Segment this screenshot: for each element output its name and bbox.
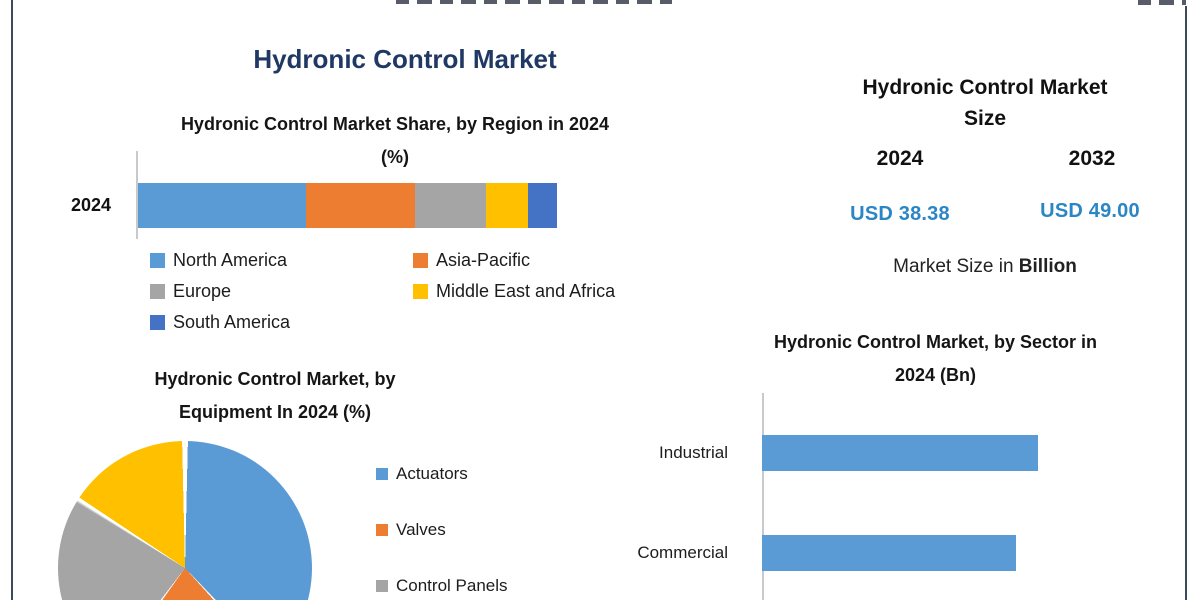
- sector-bar-industrial: [762, 435, 1038, 471]
- legend-item: Control Panels: [376, 574, 586, 598]
- pie-chart-title: Hydronic Control Market, by Equipment In…: [154, 369, 396, 422]
- region-chart-category-label: 2024: [70, 195, 112, 215]
- region-bar-segment: [527, 183, 557, 228]
- sector-bar-commercial: [762, 535, 1016, 571]
- legend-label: Europe: [173, 280, 232, 301]
- sector-category-label: Industrial: [659, 443, 728, 462]
- legend-label: South America: [173, 311, 291, 332]
- market-size-note: Market Size in Billion: [835, 256, 1135, 278]
- region-chart-title: Hydronic Control Market Share, by Region…: [180, 114, 610, 167]
- sector-category-label: Commercial: [637, 543, 728, 562]
- cropped-text-remnant-top-center: [396, 0, 672, 4]
- region-bar-segment: [485, 183, 528, 228]
- sector-row: Industrial: [590, 435, 1060, 471]
- legend-swatch-icon: [413, 252, 428, 268]
- region-bar-segment: [414, 183, 486, 228]
- sector-chart-axis-line: [762, 393, 764, 600]
- left-border-line: [11, 0, 13, 600]
- legend-swatch-icon: [150, 314, 165, 330]
- sector-row: Commercial: [590, 535, 1060, 571]
- region-bar-segment: [138, 183, 306, 228]
- legend-swatch-icon: [376, 468, 388, 480]
- legend-item: North America: [150, 249, 413, 271]
- legend-label: Asia-Pacific: [436, 249, 531, 270]
- legend-item: Actuators: [376, 462, 586, 486]
- legend-label: Control Panels: [396, 576, 508, 595]
- market-size-note-regular: Market Size in: [893, 256, 1019, 277]
- equipment-pie: [58, 441, 312, 600]
- legend-item: Asia-Pacific: [413, 249, 695, 271]
- legend-swatch-icon: [376, 524, 388, 536]
- legend-item: South America: [150, 311, 413, 333]
- legend-swatch-icon: [413, 283, 428, 299]
- region-stacked-bar: [138, 183, 557, 228]
- region-chart-axis-line: [136, 151, 138, 239]
- market-size-year-2024: 2024: [876, 147, 924, 170]
- pie-legend: Actuators Valves Control Panels: [376, 462, 586, 600]
- legend-label: Actuators: [396, 464, 468, 483]
- market-size-note-bold: Billion: [1018, 256, 1077, 277]
- page-title: Hydronic Control Market: [253, 44, 557, 74]
- market-size-title: Hydronic Control Market Size: [862, 76, 1108, 130]
- region-bar-segment: [305, 183, 415, 228]
- sector-chart-title: Hydronic Control Market, by Sector in 20…: [773, 332, 1098, 385]
- legend-swatch-icon: [376, 580, 388, 592]
- market-size-year-2032: 2032: [1068, 147, 1116, 170]
- region-legend: North America Asia-Pacific Europe Middle Ea…: [150, 249, 695, 333]
- legend-swatch-icon: [150, 252, 165, 268]
- legend-label: Valves: [396, 520, 446, 539]
- right-border-line: [1185, 6, 1187, 600]
- market-size-value-2024: USD 38.38: [850, 203, 950, 225]
- sector-chart-rows: Industrial Commercial: [590, 435, 1060, 600]
- legend-label: Middle East and Africa: [436, 280, 616, 301]
- legend-item: Europe: [150, 280, 413, 302]
- legend-swatch-icon: [150, 283, 165, 299]
- cropped-text-remnant-top-right: [1138, 0, 1186, 5]
- legend-label: North America: [173, 249, 288, 270]
- market-size-value-2032: USD 49.00: [1040, 200, 1140, 222]
- legend-item: Valves: [376, 518, 586, 542]
- legend-item: Middle East and Africa: [413, 280, 695, 302]
